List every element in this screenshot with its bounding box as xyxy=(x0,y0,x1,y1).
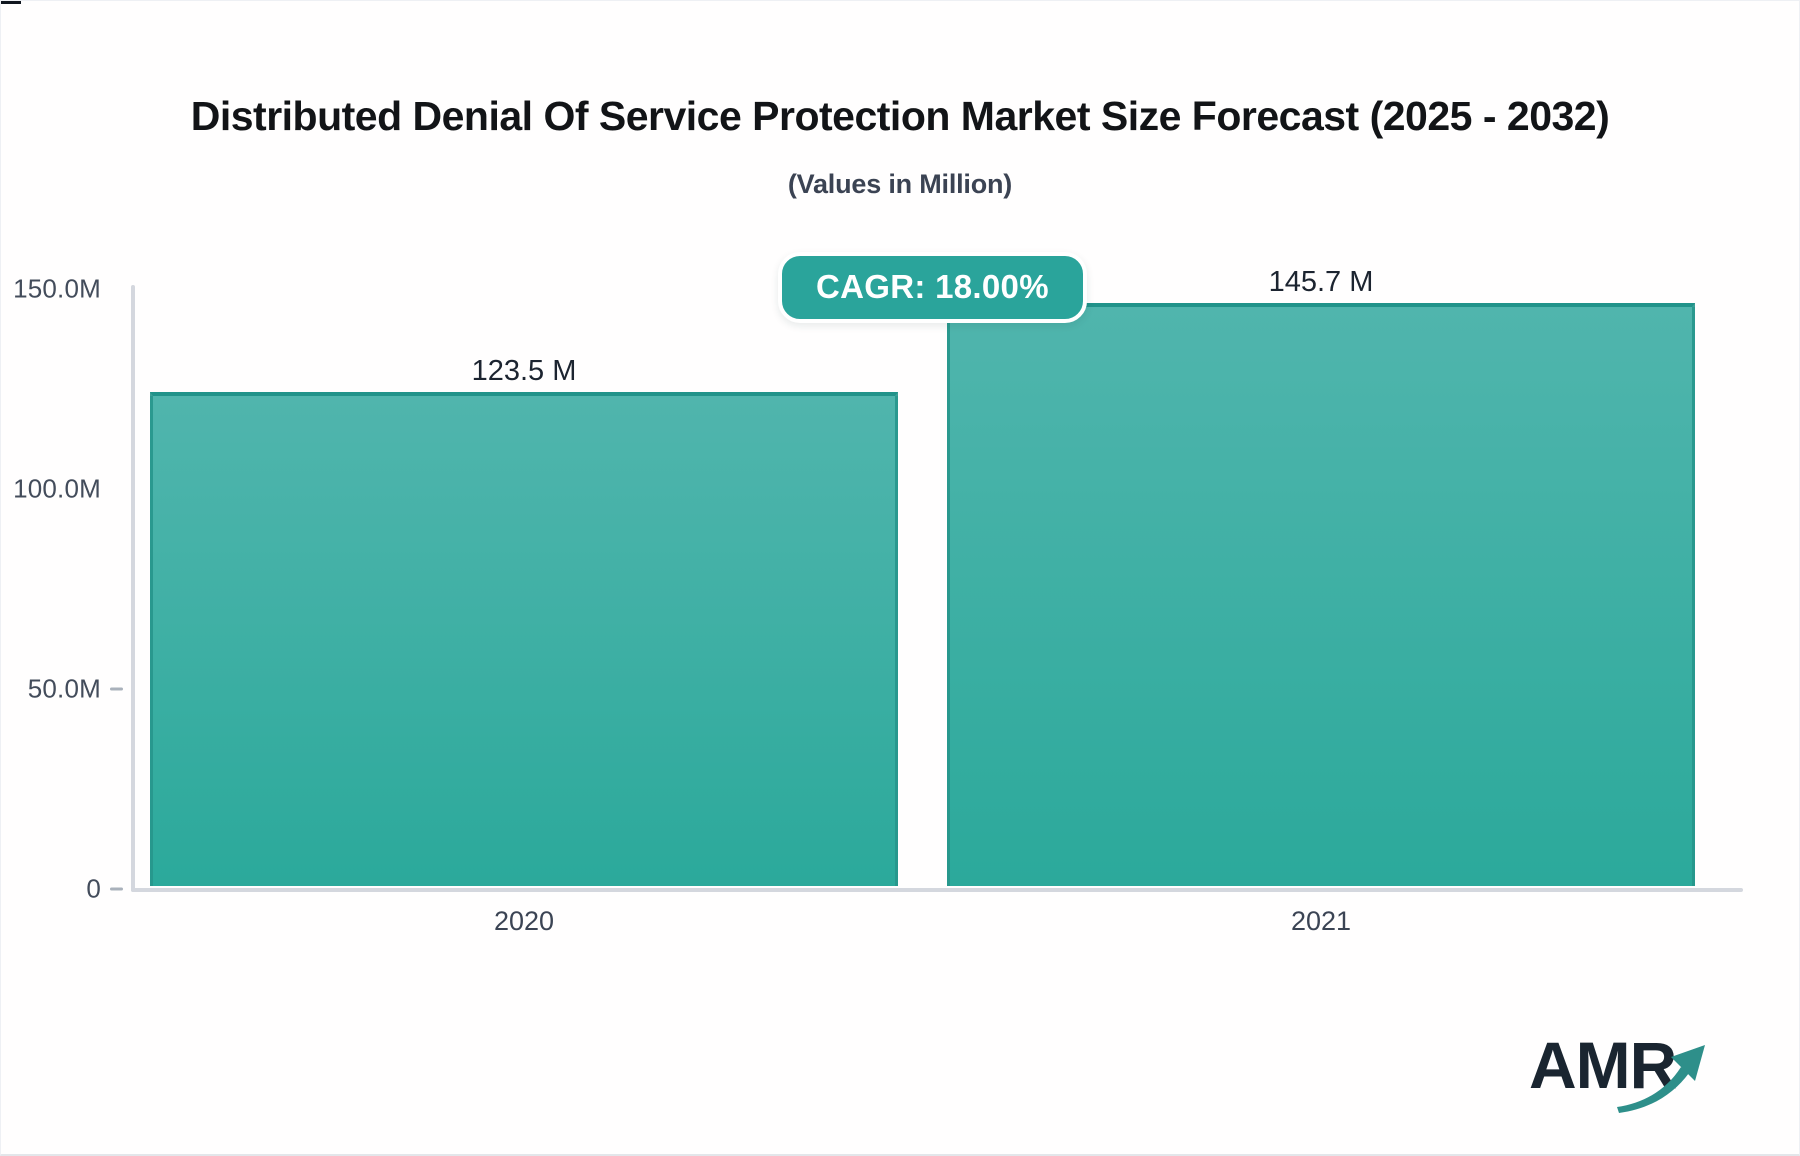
y-tick-150m: 150.0M xyxy=(1,274,123,305)
bar-value-label: 123.5 M xyxy=(471,355,577,387)
y-tick-0: 0 xyxy=(1,874,123,905)
y-tick-label: 100.0M xyxy=(13,473,101,504)
bar-value-label: 145.7 M xyxy=(1268,266,1374,298)
x-axis-line xyxy=(131,888,1743,892)
amr-logo-text: AMR xyxy=(1529,1028,1677,1102)
x-tick-label-2020: 2020 xyxy=(493,906,555,936)
window-edge-artifact xyxy=(1,1,21,4)
growth-arrow-icon xyxy=(1617,1045,1705,1113)
y-axis-line xyxy=(131,285,135,892)
chart-subtitle: (Values in Million) xyxy=(787,169,1013,199)
cagr-badge: CAGR: 18.00% xyxy=(778,252,1087,323)
y-tick-label: 150.0M xyxy=(13,273,101,304)
bar-2021: 145.7 M 2021 xyxy=(947,266,1695,936)
bar-2020: 123.5 M 2020 xyxy=(150,355,898,936)
tick-dash-icon xyxy=(110,687,123,691)
y-tick-label: 50.0M xyxy=(27,673,101,704)
y-tick-100m: 100.0M xyxy=(1,474,123,505)
tick-dash-icon xyxy=(110,887,123,891)
y-tick-50m: 50.0M xyxy=(1,674,123,705)
chart-title: Distributed Denial Of Service Protection… xyxy=(190,93,1610,139)
x-tick-label-2021: 2021 xyxy=(1290,906,1352,936)
y-tick-label: 0 xyxy=(86,873,101,904)
amr-logo: AMR xyxy=(1529,1023,1709,1113)
